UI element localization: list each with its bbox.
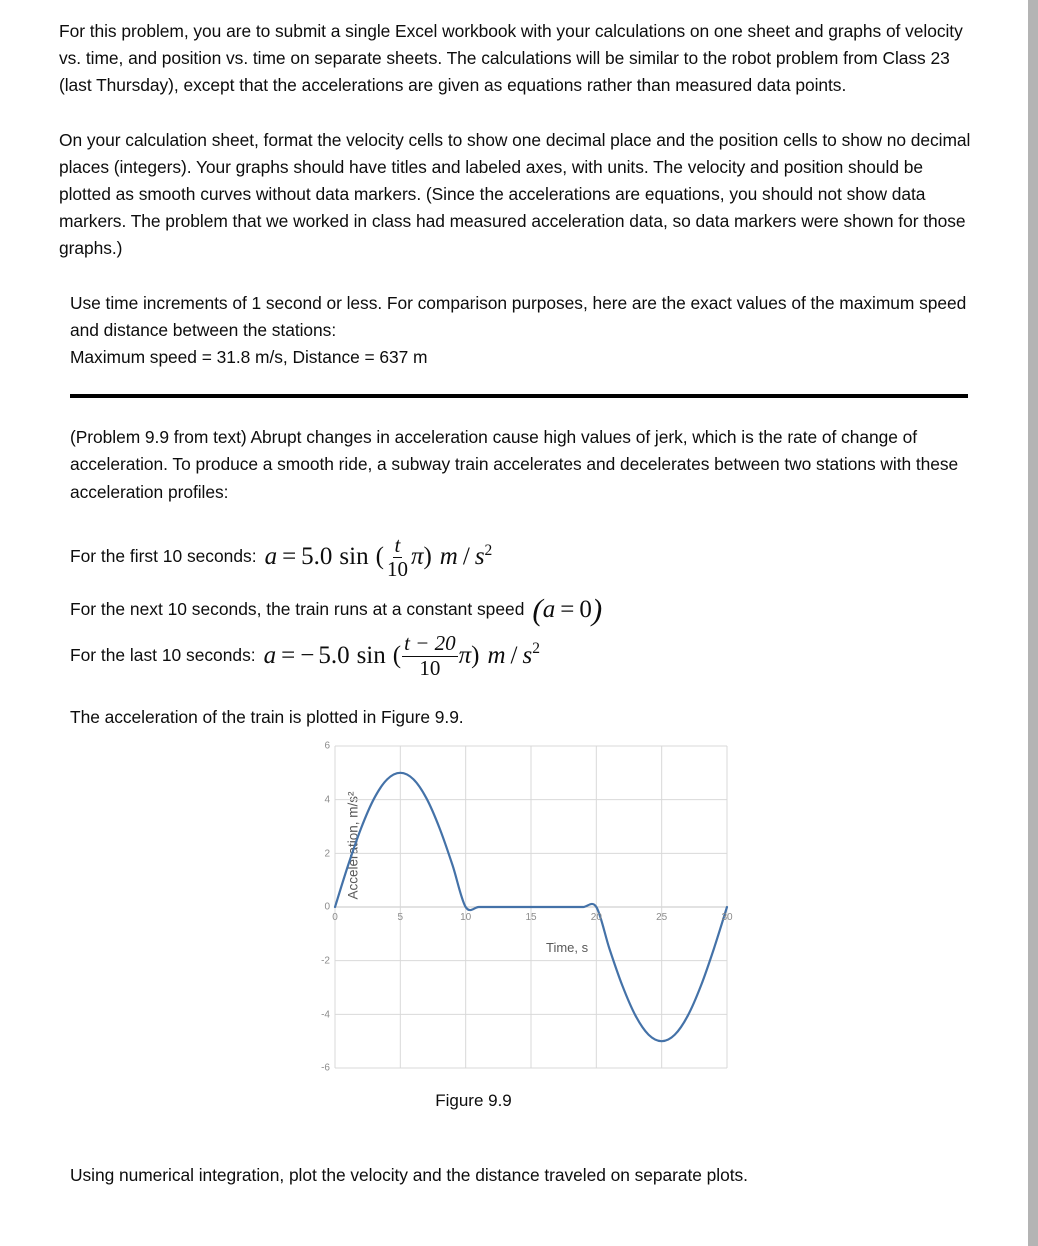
chart-x-axis-label: Time, s — [546, 940, 589, 956]
vertical-scrollbar[interactable] — [1028, 0, 1038, 1246]
spacer — [59, 580, 972, 595]
chart-x-tick-label: 25 — [656, 912, 668, 924]
figure-caption-wrapper: Figure 9.9 — [59, 1091, 972, 1111]
eq1-unit-m: m — [439, 543, 458, 571]
chart-y-tick-label: -4 — [321, 1009, 330, 1021]
equation-3-math: a = − 5.0 sin ( t − 20 10 π ) m / s 2 — [264, 632, 540, 678]
eq2-close-paren: ) — [591, 592, 603, 628]
chart-plot-area: 6 4 2 0 -2 -4 -6 0 5 10 15 20 25 30 — [321, 741, 732, 1074]
eq3-coefficient: 5.0 — [318, 641, 350, 669]
chart-y-tick-label: 4 — [324, 794, 330, 806]
paragraph-figure-intro: The acceleration of the train is plotted… — [70, 707, 464, 728]
eq3-unit-m: m — [487, 641, 506, 669]
block-problem-99: (Problem 9.9 from text) Abrupt changes i… — [70, 424, 972, 506]
chart-x-tick-label: 10 — [460, 912, 472, 924]
spacer — [59, 1134, 972, 1162]
spacer — [59, 506, 972, 534]
eq1-unit-s: s — [474, 543, 485, 571]
eq3-close-paren: ) — [471, 641, 480, 669]
paragraph-exact-values: Maximum speed = 31.8 m/s, Distance = 637… — [70, 347, 428, 368]
equation-3-lead: For the last 10 seconds: — [70, 644, 256, 665]
eq2-value: 0 — [579, 595, 592, 623]
eq3-frac-numerator: t − 20 — [402, 630, 458, 657]
eq3-equals: = — [281, 641, 296, 669]
spacer — [59, 263, 972, 290]
eq3-open-paren: ( — [392, 641, 402, 669]
eq3-frac-denominator: 10 — [419, 655, 441, 680]
block-time-increments: Use time increments of 1 second or less.… — [70, 290, 972, 372]
eq1-close-paren: ) — [423, 543, 432, 571]
chart-x-tick-label: 30 — [721, 912, 733, 924]
eq3-pi: π — [458, 641, 472, 669]
eq1-fraction: t 10 — [385, 532, 410, 582]
paragraph-final-instruction: Using numerical integration, plot the ve… — [70, 1165, 748, 1186]
chart-x-tick-label: 15 — [525, 912, 537, 924]
chart-x-tick-label: 20 — [590, 912, 602, 924]
eq1-unit-exponent: 2 — [484, 541, 493, 559]
block-figure-intro: The acceleration of the train is plotted… — [70, 704, 972, 731]
section-divider — [70, 394, 968, 399]
chart-x-tick-label: 5 — [397, 912, 404, 924]
eq1-unit-slash: / — [462, 543, 470, 571]
chart-svg — [333, 745, 729, 1069]
spacer — [59, 100, 972, 127]
eq3-unit-s: s — [522, 641, 533, 669]
equation-1-lead: For the first 10 seconds: — [70, 546, 257, 567]
equation-next-10-seconds: For the next 10 seconds, the train runs … — [70, 592, 972, 628]
block-final-instruction: Using numerical integration, plot the ve… — [70, 1162, 972, 1189]
eq3-variable: a — [263, 641, 277, 669]
document-body: For this problem, you are to submit a si… — [59, 21, 972, 1189]
eq3-unit-exponent: 2 — [532, 639, 540, 657]
eq1-open-paren: ( — [375, 543, 384, 571]
eq1-coefficient: 5.0 — [301, 543, 333, 571]
chart-y-tick-label: -6 — [321, 1062, 330, 1074]
eq2-variable: a — [542, 595, 556, 623]
eq1-pi: π — [410, 543, 424, 571]
paragraph-instructions-workbook: For this problem, you are to submit a si… — [59, 21, 963, 96]
spacer — [59, 678, 972, 704]
acceleration-chart: Acceleration, m/s² 6 4 2 0 -2 -4 -6 0 5 10 15 20 25 3… — [274, 741, 732, 1082]
figure-caption: Figure 9.9 — [435, 1091, 512, 1111]
chart-y-tick-label: 6 — [324, 740, 330, 752]
paragraph-formatting-instructions: On your calculation sheet, format the ve… — [59, 129, 971, 259]
eq1-frac-numerator: t — [392, 532, 403, 559]
equation-2-lead: For the next 10 seconds, the train runs … — [70, 598, 525, 619]
spacer — [59, 623, 972, 632]
equation-2-math: ( a = 0 ) — [532, 592, 603, 628]
chart-y-tick-label: 2 — [324, 848, 330, 860]
eq3-minus: − — [300, 641, 315, 669]
equation-1-math: a = 5.0 sin ( t 10 π ) m / s 2 — [265, 534, 493, 580]
chart-x-tick-label: 0 — [332, 912, 338, 924]
figure-9-9: Acceleration, m/s² 6 4 2 0 -2 -4 -6 0 5 10 15 20 25 3… — [59, 739, 972, 1134]
eq1-equals: = — [282, 543, 297, 571]
eq2-equals: = — [560, 595, 575, 623]
chart-series-line — [333, 772, 729, 1043]
chart-y-tick-label: -2 — [321, 955, 330, 967]
eq1-frac-denominator: 10 — [386, 557, 408, 582]
eq1-sin: sin — [339, 543, 369, 571]
paragraph-problem-statement: (Problem 9.9 from text) Abrupt changes i… — [70, 427, 959, 502]
eq3-sin: sin — [356, 641, 386, 669]
chart-y-tick-label: 0 — [324, 901, 330, 913]
eq1-variable: a — [264, 543, 278, 571]
equation-first-10-seconds: For the first 10 seconds: a = 5.0 sin ( … — [70, 534, 972, 580]
equation-last-10-seconds: For the last 10 seconds: a = − 5.0 sin (… — [70, 632, 972, 678]
eq3-unit-slash: / — [510, 641, 518, 669]
paragraph-time-increments: Use time increments of 1 second or less.… — [70, 292, 967, 340]
eq3-fraction: t − 20 10 — [402, 630, 458, 680]
spacer — [59, 398, 972, 424]
eq2-open-paren: ( — [532, 592, 543, 628]
